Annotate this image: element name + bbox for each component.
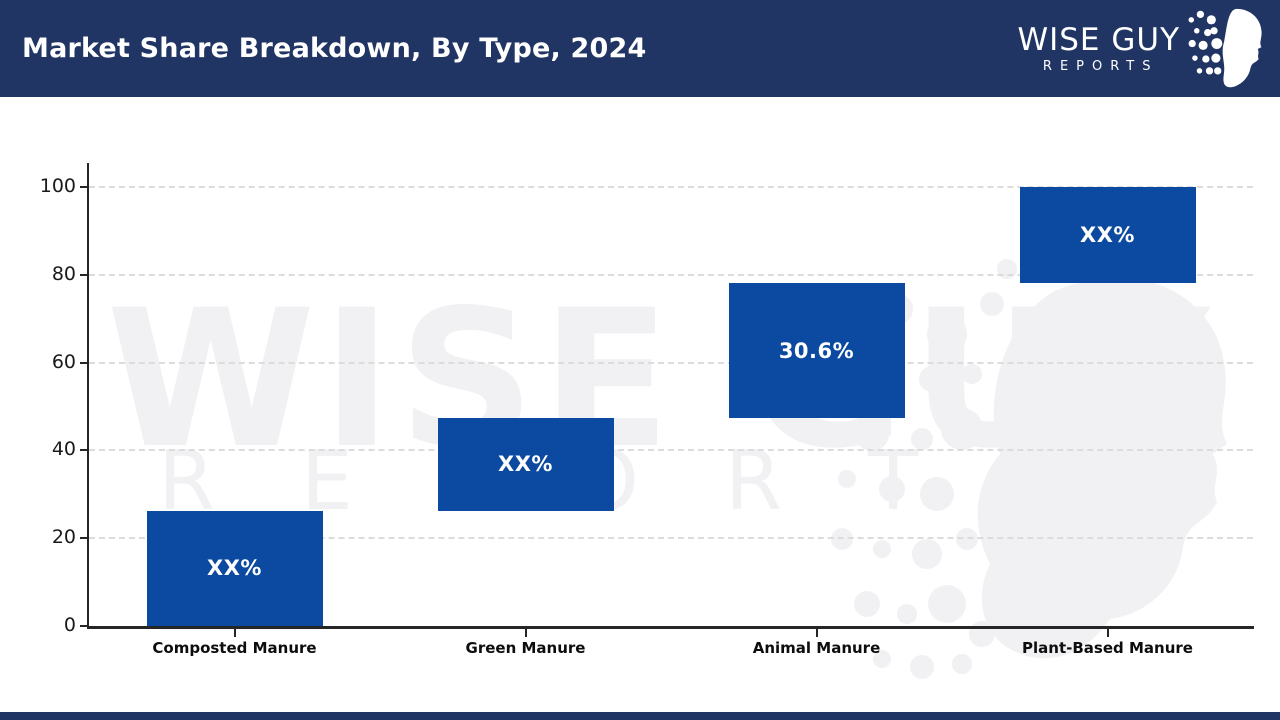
gridline-y-20	[89, 537, 1253, 540]
bar-value-label: 30.6%	[778, 338, 855, 363]
wiseguy-logo: WISE GUY REPORTS	[1017, 7, 1266, 91]
y-tick-mark-40	[80, 449, 88, 452]
gridline-y-100	[89, 186, 1253, 189]
x-category-label-2: Green Manure	[465, 639, 586, 657]
gridline-y-80	[89, 273, 1253, 276]
logo-reports-text: REPORTS	[1042, 58, 1159, 74]
y-tick-mark-60	[80, 361, 88, 364]
x-category-label-3: Animal Manure	[752, 639, 881, 657]
logo-brand-text: WISE GUY	[1017, 21, 1180, 58]
x-tick-mark-4	[1106, 629, 1109, 637]
x-tick-mark-3	[815, 629, 818, 637]
y-tick-mark-80	[80, 273, 88, 276]
y-tick-label-40: 40	[51, 438, 76, 461]
x-category-label-4: Plant-Based Manure	[1022, 639, 1193, 657]
y-tick-label-60: 60	[51, 350, 76, 373]
y-tick-label-0: 0	[63, 614, 76, 636]
footer-bar	[0, 712, 1280, 720]
x-category-label-1: Composted Manure	[152, 639, 317, 657]
gridline-y-60	[89, 361, 1253, 364]
y-tick-label-80: 80	[51, 262, 76, 285]
bar-value-label: XX%	[1080, 223, 1135, 248]
bar-plant-based-manure: XX%	[1019, 187, 1196, 284]
y-tick-mark-0	[80, 625, 88, 627]
watermark-head-dots-icon	[831, 235, 1227, 679]
gridline-y-40	[89, 449, 1253, 452]
plot-area: XX% XX% 30.6% XX%	[89, 163, 1253, 626]
logo-wordmark: WISE GUY REPORTS	[1017, 21, 1180, 74]
y-tick-label-20: 20	[51, 526, 76, 549]
y-axis-line	[87, 163, 89, 628]
y-tick-label-100: 100	[39, 175, 76, 198]
bar-value-label: XX%	[207, 556, 262, 581]
x-axis-line	[87, 626, 1254, 629]
bar-composted-manure: XX%	[146, 510, 323, 626]
logo-head-icon	[1188, 8, 1262, 87]
y-tick-mark-20	[80, 537, 88, 540]
header-bar: Market Share Breakdown, By Type, 2024 WI…	[0, 0, 1280, 97]
x-tick-mark-1	[233, 629, 236, 637]
bar-animal-manure: 30.6%	[728, 283, 905, 418]
bar-green-manure: XX%	[437, 418, 614, 511]
chart-title: Market Share Breakdown, By Type, 2024	[22, 33, 647, 64]
x-tick-mark-2	[524, 629, 527, 637]
y-tick-mark-100	[80, 186, 88, 189]
bar-value-label: XX%	[498, 452, 553, 477]
